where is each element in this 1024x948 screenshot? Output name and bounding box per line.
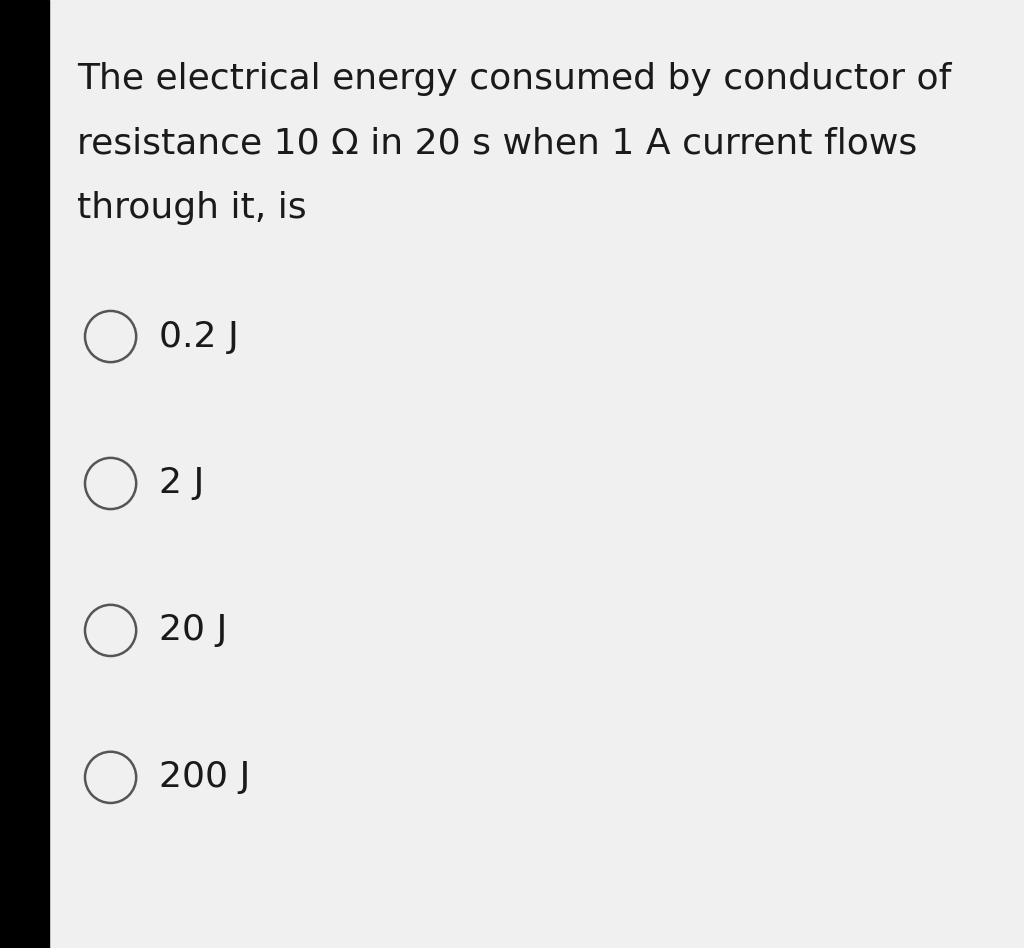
Ellipse shape: [85, 605, 136, 656]
Ellipse shape: [85, 752, 136, 803]
Text: through it, is: through it, is: [77, 191, 306, 225]
Text: 2 J: 2 J: [159, 466, 204, 501]
Bar: [0, 0, 49, 948]
Ellipse shape: [85, 311, 136, 362]
Text: 0.2 J: 0.2 J: [159, 319, 239, 354]
Text: 200 J: 200 J: [159, 760, 250, 794]
Ellipse shape: [85, 458, 136, 509]
Text: 20 J: 20 J: [159, 613, 227, 647]
Text: resistance 10 Ω in 20 s when 1 A current flows: resistance 10 Ω in 20 s when 1 A current…: [77, 126, 918, 160]
Text: The electrical energy consumed by conductor of: The electrical energy consumed by conduc…: [77, 62, 951, 96]
